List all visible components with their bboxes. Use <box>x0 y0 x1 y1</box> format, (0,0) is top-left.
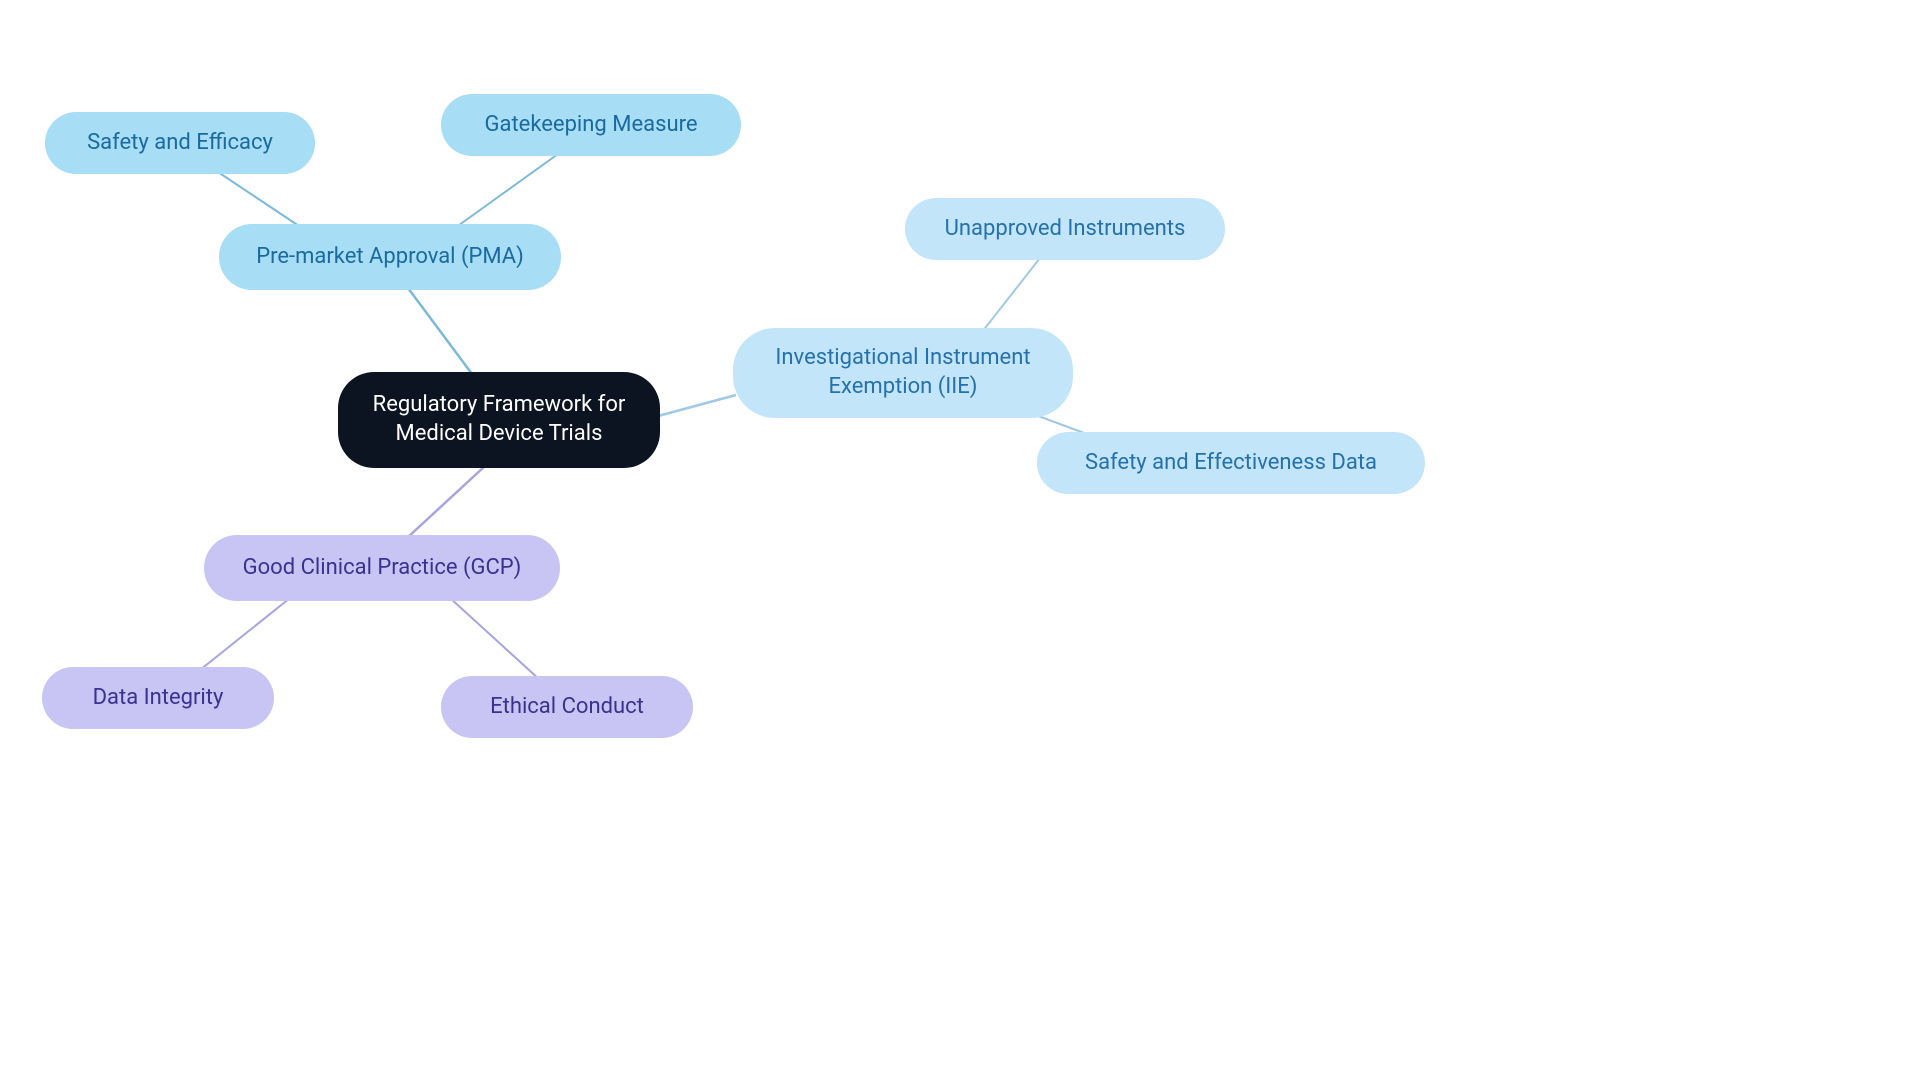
node-data-integrity: Data Integrity <box>42 667 274 729</box>
edge <box>408 288 475 378</box>
node-safety-efficacy: Safety and Efficacy <box>45 112 315 174</box>
node-label: Pre-market Approval (PMA) <box>256 243 524 272</box>
edge <box>658 395 736 416</box>
node-label: Gatekeeping Measure <box>485 111 698 140</box>
node-label: Safety and Effectiveness Data <box>1085 449 1377 478</box>
node-label: Ethical Conduct <box>490 693 644 722</box>
edge <box>407 466 485 538</box>
edge <box>455 154 558 228</box>
node-ethical: Ethical Conduct <box>441 676 693 738</box>
node-label: Regulatory Framework for Medical Device … <box>366 391 632 448</box>
node-pma: Pre-market Approval (PMA) <box>219 224 561 290</box>
node-label: Safety and Efficacy <box>87 129 273 158</box>
node-gcp: Good Clinical Practice (GCP) <box>204 535 560 601</box>
node-iie: Investigational Instrument Exemption (II… <box>733 328 1073 418</box>
node-label: Unapproved Instruments <box>945 215 1186 244</box>
node-label: Investigational Instrument Exemption (II… <box>761 344 1045 401</box>
node-gatekeeping: Gatekeeping Measure <box>441 94 741 156</box>
node-root: Regulatory Framework for Medical Device … <box>338 372 660 468</box>
edge <box>982 258 1040 332</box>
node-safety-eff-data: Safety and Effectiveness Data <box>1037 432 1425 494</box>
edge <box>200 598 290 670</box>
edge <box>450 598 540 680</box>
node-unapproved: Unapproved Instruments <box>905 198 1225 260</box>
node-label: Data Integrity <box>93 684 224 713</box>
edge <box>215 170 302 228</box>
node-label: Good Clinical Practice (GCP) <box>243 554 522 583</box>
